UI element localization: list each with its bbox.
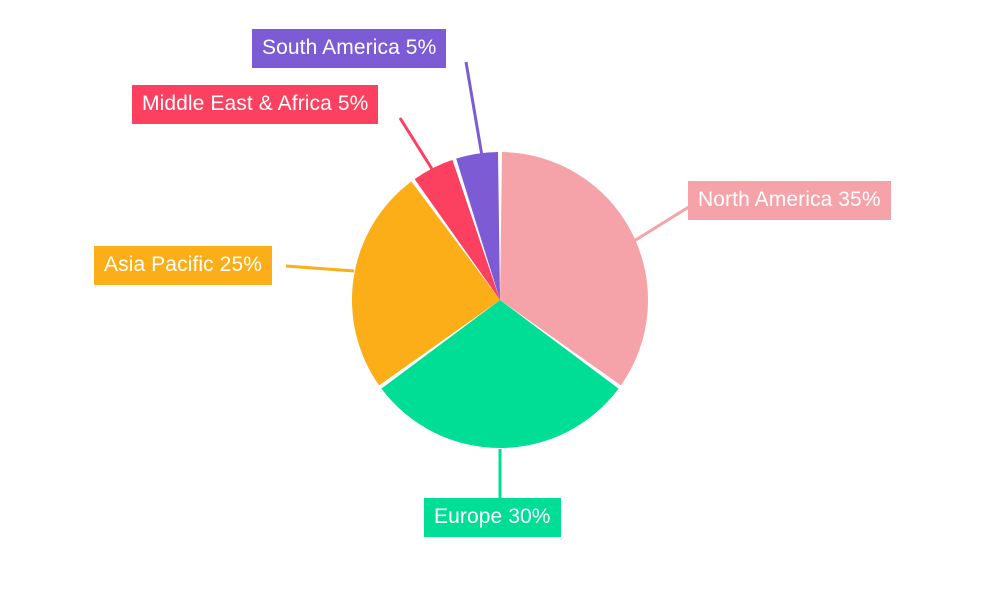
pie-slice-north-america[interactable] [500,152,649,386]
pie-slice-middle-east-africa[interactable] [414,159,500,300]
pie-slices-group [351,152,649,449]
pie-slice-south-america[interactable] [456,152,500,300]
pie-label-europe[interactable]: Europe 30% [424,498,561,537]
leader-line-south-america [464,61,484,157]
leader-line-asia-pacific [285,264,355,273]
pie-label-north-america[interactable]: North America 35% [688,181,891,220]
pie-label-south-america[interactable]: South America 5% [252,29,447,68]
pie-label-asia-pacific[interactable]: Asia Pacific 25% [94,246,273,285]
pie-slice-europe[interactable] [381,300,619,449]
leader-line-middle-east-africa [398,117,434,170]
pie-slice-asia-pacific[interactable] [351,181,500,386]
pie-label-middle-east-africa[interactable]: Middle East & Africa 5% [132,85,379,124]
